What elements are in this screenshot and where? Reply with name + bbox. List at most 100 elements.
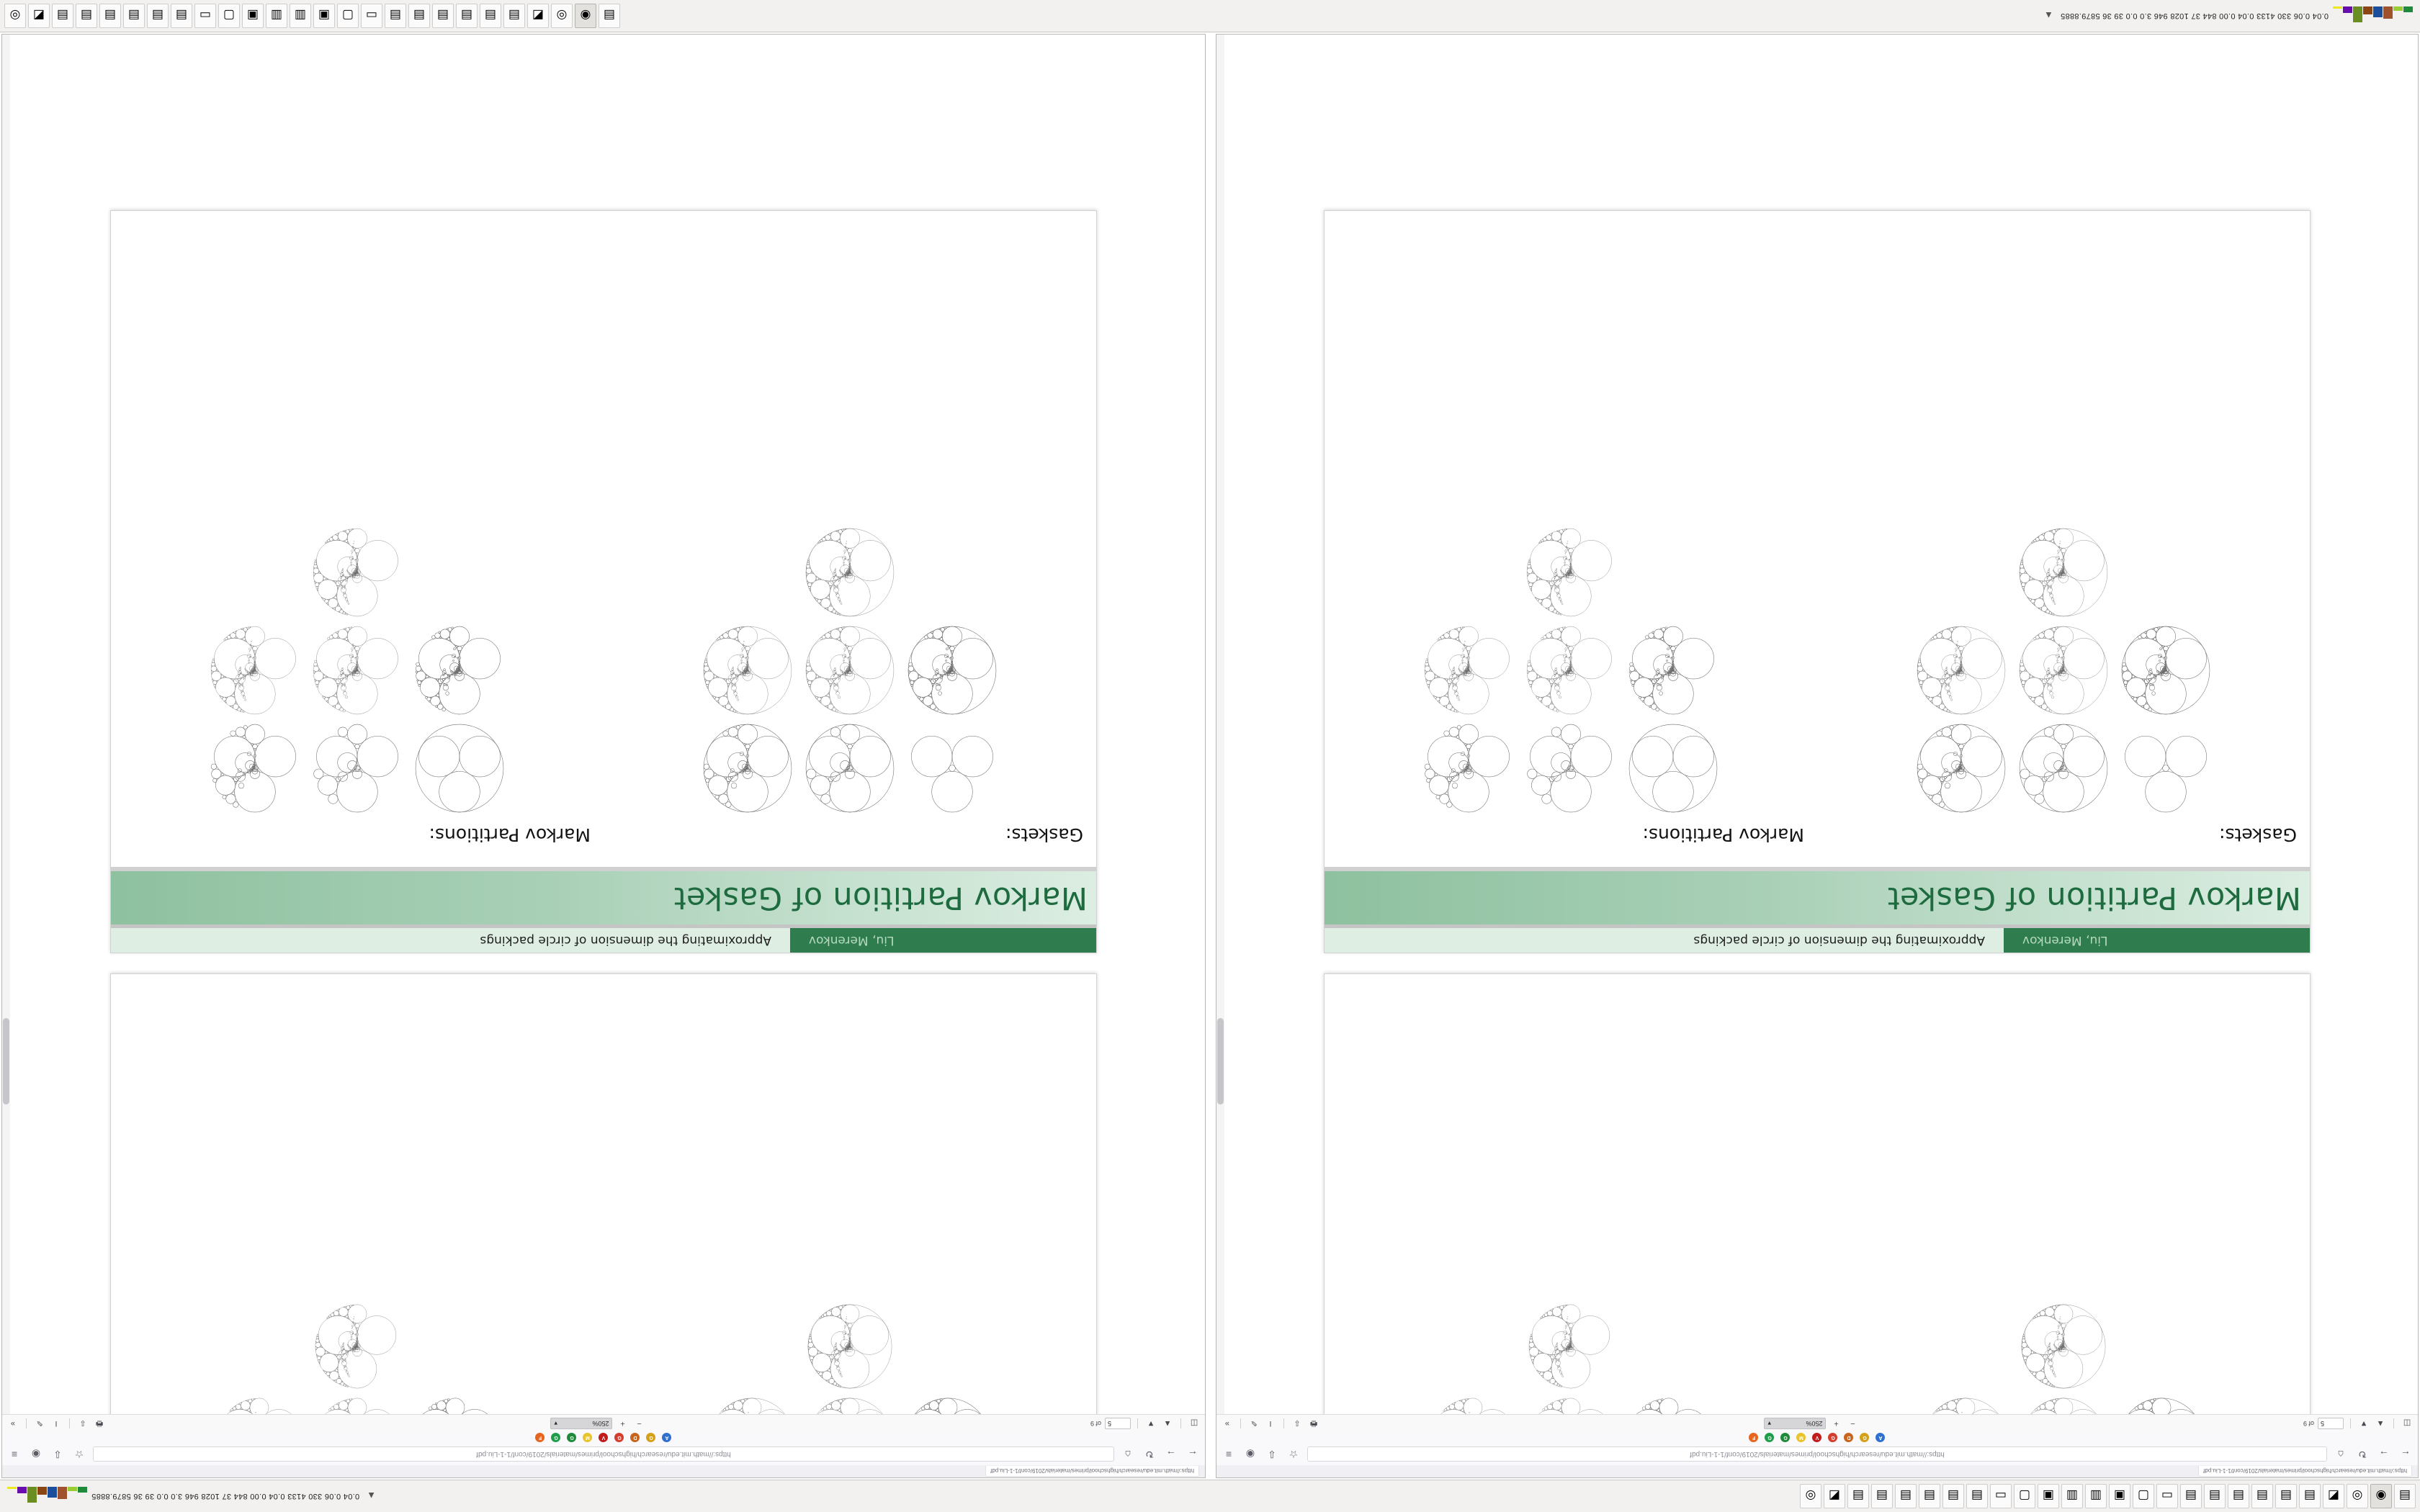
taskbar-item-text-editor-10[interactable]: ▤ [1895,1484,1917,1508]
more-tools-icon[interactable]: » [10,1419,16,1428]
taskbar-item-calculator[interactable]: ▥ [2085,1484,2107,1508]
taskbar-item-terminal[interactable]: ▤ [2394,1484,2416,1508]
download-icon[interactable]: ⇩ [79,1418,86,1428]
browser-window-right[interactable]: https://math.mit.edu/research/highschool… [1,34,1206,1478]
bookmark-bm-4[interactable]: G [1828,1433,1838,1443]
taskbar-item-text-editor-6[interactable]: ▤ [385,4,406,28]
page-number-input[interactable]: 5 [2318,1418,2344,1429]
bookmark-bm-6[interactable]: M [1796,1433,1806,1443]
taskbar-item-terminal[interactable]: ▤ [599,4,620,28]
taskbar-item-media-player[interactable]: ◎ [551,4,573,28]
bookmark-bm-4[interactable]: G [614,1433,624,1443]
taskbar-item-blank-window-2[interactable]: ▢ [2014,1484,2035,1508]
pdf-scrollbar-left[interactable] [1216,35,1224,1414]
taskbar-item-text-editor-7[interactable]: ▤ [171,4,192,28]
taskbar-item-save-dialog[interactable]: ▣ [2109,1484,2130,1508]
downloads-icon[interactable]: ⇩ [1268,1449,1276,1461]
prev-page-icon[interactable]: ▲ [1163,1419,1172,1428]
bookmark-bm-9[interactable]: F [1749,1433,1759,1443]
taskbar-item-save-dialog[interactable]: ▣ [313,4,335,28]
bookmark-bm-8[interactable]: G [551,1433,561,1443]
bookmark-bm-5[interactable]: V [1812,1433,1822,1443]
sidebar-toggle-icon[interactable]: ◫ [1190,1418,1198,1428]
taskbar-item-text-editor-6[interactable]: ▤ [2180,1484,2202,1508]
bookmark-bm-5[interactable]: V [599,1433,609,1443]
taskbar-item-text-editor-4[interactable]: ▤ [2228,1484,2249,1508]
bookmark-bm-9[interactable]: F [535,1433,545,1443]
taskbar-item-calculator[interactable]: ▥ [290,4,311,28]
taskbar-item-media-player[interactable]: ◎ [2347,1484,2368,1508]
home-icon[interactable]: ⌂ [1124,1449,1131,1460]
address-bar[interactable]: https://math.mit.edu/research/highschool… [1307,1446,2327,1462]
taskbar-item-file-manager[interactable]: ▭ [2156,1484,2178,1508]
text-cursor-icon[interactable]: I [1269,1419,1272,1428]
text-cursor-icon[interactable]: I [55,1419,58,1428]
pdf-viewer-right[interactable]: Liu, Merenkov Approximating the dimensio… [2,35,1205,1414]
taskbar-item-text-editor-8[interactable]: ▤ [1942,1484,1964,1508]
pencil-draw-icon[interactable]: ✎ [1250,1418,1258,1428]
taskbar-item-image-viewer-2[interactable]: ◩ [1824,1484,1845,1508]
browser-tab[interactable]: https://math.mit.edu/research/highschool… [2198,1466,2412,1477]
taskbar-item-calculator-2[interactable]: ▥ [2061,1484,2083,1508]
taskbar-item-text-editor-7[interactable]: ▤ [1966,1484,1988,1508]
downloads-icon[interactable]: ⇩ [53,1449,62,1461]
taskbar-item-file-manager-2[interactable]: ▭ [194,4,216,28]
taskbar-item-calculator-2[interactable]: ▥ [266,4,287,28]
bookmark-star-icon[interactable]: ☆ [1289,1449,1299,1461]
taskbar-item-text-editor-3[interactable]: ▤ [2251,1484,2273,1508]
pencil-draw-icon[interactable]: ✎ [36,1418,43,1428]
pdf-scrollbar-thumb[interactable] [1217,1018,1224,1104]
taskbar-item-text-editor-12[interactable]: ▤ [1847,1484,1869,1508]
pdf-viewer-left[interactable]: Liu, Merenkov Approximating the dimensio… [1216,35,2418,1414]
bookmark-bm-2[interactable]: G [646,1433,656,1443]
taskbar-item-file-manager-2[interactable]: ▭ [1990,1484,2012,1508]
taskbar-item-firefox[interactable]: ◉ [2370,1484,2392,1508]
bookmark-bm-1[interactable]: A [662,1433,672,1443]
zoom-out-button[interactable]: − [637,1419,642,1428]
home-icon[interactable]: ⌂ [2337,1449,2344,1460]
taskbar-item-text-editor-2[interactable]: ▤ [480,4,501,28]
taskbar-item-blank-window[interactable]: ▢ [2133,1484,2154,1508]
zoom-in-button[interactable]: + [1834,1419,1839,1428]
taskbar-item-file-manager[interactable]: ▭ [361,4,382,28]
prev-page-icon[interactable]: ▲ [2376,1419,2385,1428]
back-icon[interactable]: ← [2401,1449,2411,1460]
reload-icon[interactable]: ↻ [2358,1449,2367,1461]
account-icon[interactable]: ◉ [31,1449,41,1461]
address-bar[interactable]: https://math.mit.edu/research/highschool… [93,1446,1114,1462]
next-page-icon[interactable]: ▼ [2360,1419,2368,1428]
bookmark-bm-2[interactable]: G [1860,1433,1870,1443]
pdf-scrollbar-thumb[interactable] [3,1018,9,1104]
account-icon[interactable]: ◉ [1245,1449,1255,1461]
taskbar-item-image-viewer-2[interactable]: ◩ [28,4,50,28]
tray-graph-icon[interactable] [2333,6,2413,25]
print-icon[interactable]: 🖶 [1309,1419,1318,1428]
page-number-input[interactable]: 5 [1105,1418,1131,1429]
menu-icon[interactable]: ≡ [1225,1449,1232,1460]
print-icon[interactable]: 🖶 [95,1419,104,1428]
taskbar-item-image-viewer[interactable]: ◩ [527,4,549,28]
taskbar-item-text-editor-5[interactable]: ▤ [408,4,430,28]
taskbar-item-text-editor-11[interactable]: ▤ [76,4,97,28]
bookmark-bm-7[interactable]: G [567,1433,577,1443]
tray-graph-icon[interactable] [7,1487,87,1506]
taskbar-item-text-editor-9[interactable]: ▤ [1919,1484,1940,1508]
taskbar-item-text-editor-3[interactable]: ▤ [456,4,478,28]
taskbar-item-firefox[interactable]: ◉ [575,4,596,28]
reload-icon[interactable]: ↻ [1145,1449,1154,1461]
zoom-select[interactable]: 250% ▾ [550,1418,613,1429]
sidebar-toggle-icon[interactable]: ◫ [2403,1418,2411,1428]
forward-icon[interactable]: → [2379,1449,2389,1460]
taskbar-item-text-editor-5[interactable]: ▤ [2204,1484,2226,1508]
forward-icon[interactable]: → [1166,1449,1176,1460]
bookmark-bm-1[interactable]: A [1876,1433,1886,1443]
bookmark-bm-8[interactable]: G [1765,1433,1775,1443]
taskbar-item-media-player-2[interactable]: ◎ [4,4,26,28]
caret-up-icon[interactable]: ▲ [367,1490,376,1502]
browser-tab[interactable]: https://math.mit.edu/research/highschool… [985,1466,1199,1477]
taskbar-item-text-editor-10[interactable]: ▤ [99,4,121,28]
more-tools-icon[interactable]: » [1224,1419,1230,1428]
taskbar-item-text-editor-1[interactable]: ▤ [2299,1484,2321,1508]
taskbar-item-text-editor-1[interactable]: ▤ [503,4,525,28]
bookmark-bm-3[interactable]: D [630,1433,640,1443]
